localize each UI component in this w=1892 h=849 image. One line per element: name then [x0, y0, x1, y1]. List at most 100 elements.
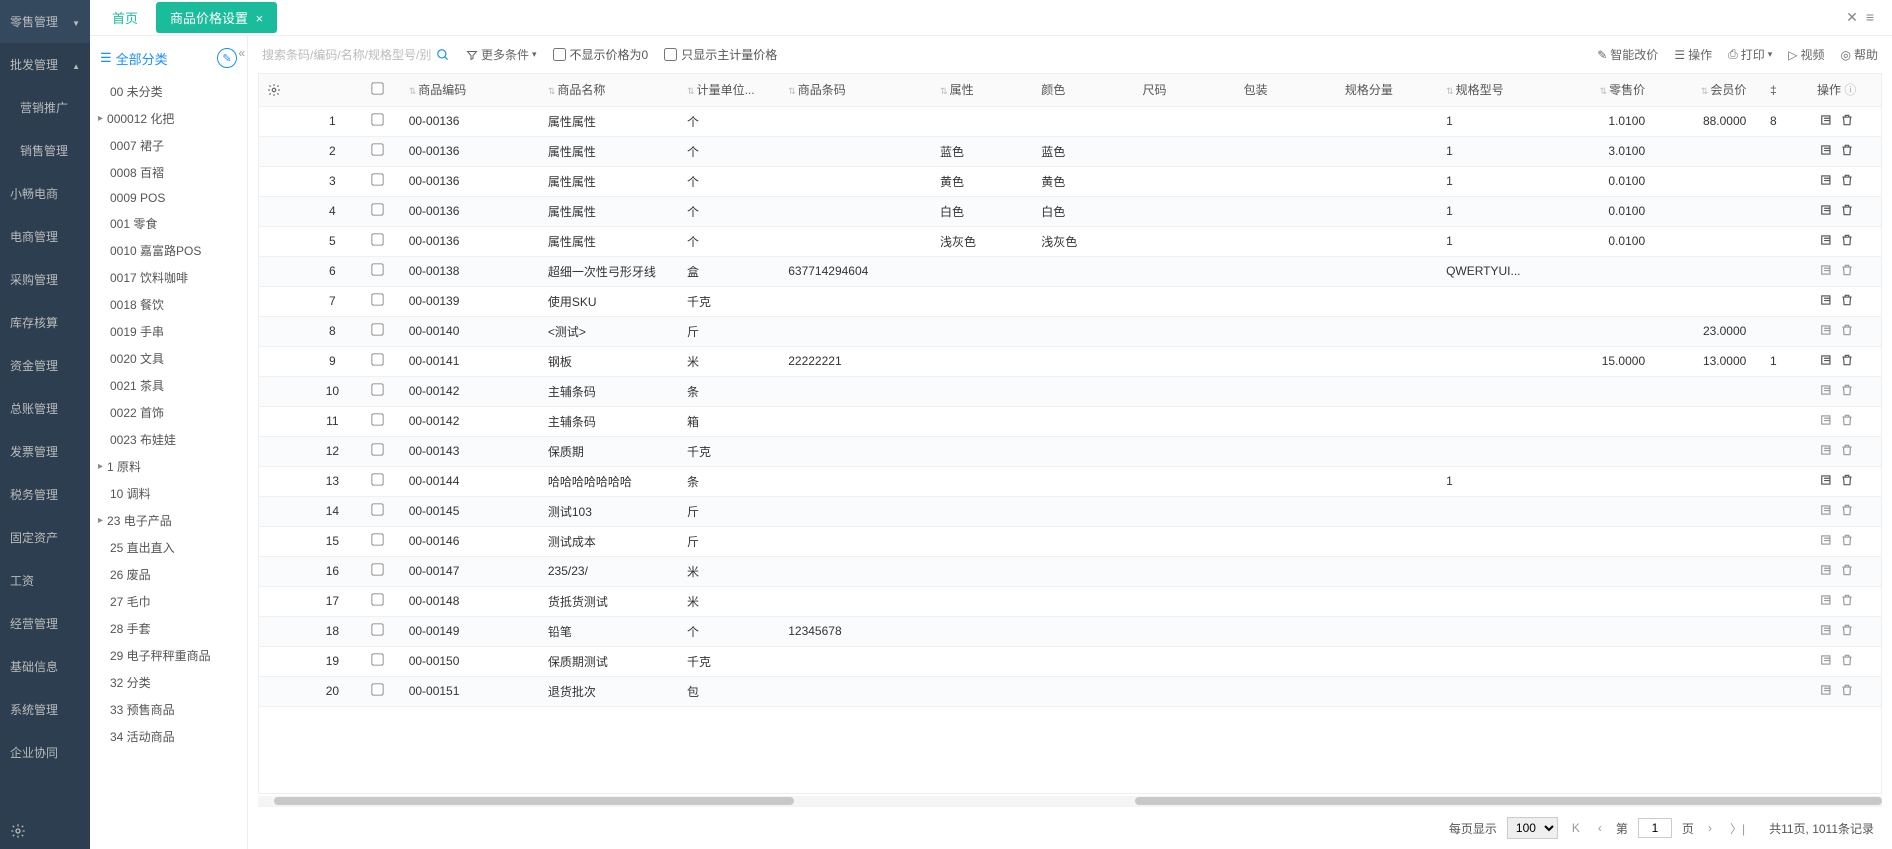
- sidebar-item[interactable]: 系统管理: [0, 688, 90, 731]
- row-checkbox[interactable]: [372, 473, 384, 485]
- row-checkbox[interactable]: [372, 533, 384, 545]
- row-checkbox[interactable]: [372, 293, 384, 305]
- tree-node[interactable]: 0022 首饰: [94, 399, 243, 426]
- tree-node[interactable]: 26 废品: [94, 561, 243, 588]
- tree-node[interactable]: 0007 裙子: [94, 132, 243, 159]
- row-checkbox[interactable]: [372, 683, 384, 695]
- prev-page-button[interactable]: ‹: [1594, 821, 1606, 835]
- row-checkbox[interactable]: [372, 443, 384, 455]
- first-page-button[interactable]: K: [1568, 821, 1584, 835]
- sidebar-item[interactable]: 采购管理: [0, 258, 90, 301]
- column-color[interactable]: 颜色: [1033, 74, 1134, 106]
- tree-node[interactable]: 33 预售商品: [94, 696, 243, 723]
- sidebar-item[interactable]: 零售管理: [0, 0, 90, 43]
- video-button[interactable]: ▷ 视频: [1788, 46, 1824, 63]
- hide-zero-checkbox[interactable]: 不显示价格为0: [553, 46, 649, 63]
- delete-row-icon[interactable]: [1840, 203, 1854, 220]
- tree-node[interactable]: 29 电子秤秤重商品: [94, 642, 243, 669]
- delete-row-icon[interactable]: [1840, 143, 1854, 160]
- sidebar-item[interactable]: 库存核算: [0, 301, 90, 344]
- tree-node[interactable]: 0019 手串: [94, 318, 243, 345]
- ai-price-button[interactable]: ✎ 智能改价: [1597, 46, 1658, 63]
- tree-node[interactable]: 10 调料: [94, 480, 243, 507]
- edit-row-icon[interactable]: [1820, 353, 1834, 370]
- row-checkbox[interactable]: [372, 563, 384, 575]
- tree-node[interactable]: 27 毛巾: [94, 588, 243, 615]
- row-checkbox[interactable]: [372, 413, 384, 425]
- horizontal-scrollbar[interactable]: [258, 796, 1882, 806]
- row-checkbox[interactable]: [372, 353, 384, 365]
- row-checkbox[interactable]: [372, 323, 384, 335]
- row-checkbox[interactable]: [372, 233, 384, 245]
- column-member[interactable]: ⇅会员价: [1653, 74, 1754, 106]
- row-checkbox[interactable]: [372, 503, 384, 515]
- next-page-button[interactable]: ›: [1704, 821, 1716, 835]
- more-conditions-link[interactable]: 更多条件 ▾: [466, 46, 537, 63]
- delete-row-icon[interactable]: [1840, 173, 1854, 190]
- tree-node[interactable]: 0009 POS: [94, 186, 243, 210]
- tab-home[interactable]: 首页: [98, 2, 152, 33]
- tree-header-label[interactable]: 全部分类: [116, 49, 168, 68]
- edit-row-icon[interactable]: [1820, 143, 1834, 160]
- column-attr[interactable]: ⇅属性: [932, 74, 1033, 106]
- column-pack[interactable]: 包装: [1236, 74, 1337, 106]
- tree-node[interactable]: 001 零食: [94, 210, 243, 237]
- tree-node[interactable]: 25 直出直入: [94, 534, 243, 561]
- search-input[interactable]: [262, 48, 432, 62]
- row-checkbox[interactable]: [372, 143, 384, 155]
- tree-node[interactable]: 0021 茶具: [94, 372, 243, 399]
- row-checkbox[interactable]: [372, 173, 384, 185]
- scrollbar-thumb[interactable]: [274, 797, 794, 805]
- tree-node[interactable]: 1 原料: [94, 453, 243, 480]
- edit-row-icon[interactable]: [1820, 293, 1834, 310]
- sidebar-item[interactable]: 工资: [0, 559, 90, 602]
- operate-button[interactable]: ☰ 操作: [1674, 46, 1712, 63]
- tab-product-price-settings[interactable]: 商品价格设置 ×: [156, 2, 277, 33]
- info-icon[interactable]: ⓘ: [1844, 83, 1856, 97]
- sidebar-item[interactable]: 发票管理: [0, 430, 90, 473]
- column-settings[interactable]: [259, 74, 310, 106]
- delete-row-icon[interactable]: [1840, 113, 1854, 130]
- column-code[interactable]: ⇅商品编码: [401, 74, 540, 106]
- delete-row-icon[interactable]: [1840, 353, 1854, 370]
- tree-node[interactable]: 0020 文具: [94, 345, 243, 372]
- tree-node[interactable]: 32 分类: [94, 669, 243, 696]
- column-spec[interactable]: ⇅规格型号: [1438, 74, 1552, 106]
- pencil-icon[interactable]: ✎: [217, 48, 237, 68]
- sidebar-item[interactable]: 经营管理: [0, 602, 90, 645]
- tree-node[interactable]: 28 手套: [94, 615, 243, 642]
- delete-row-icon[interactable]: [1840, 293, 1854, 310]
- sidebar-item[interactable]: 销售管理: [0, 129, 90, 172]
- row-checkbox[interactable]: [372, 653, 384, 665]
- sidebar-item[interactable]: 税务管理: [0, 473, 90, 516]
- column-retail[interactable]: ⇅零售价: [1552, 74, 1653, 106]
- tree-node[interactable]: 0017 饮料咖啡: [94, 264, 243, 291]
- sidebar-item[interactable]: 总账管理: [0, 387, 90, 430]
- column-unit[interactable]: ⇅计量单位...: [679, 74, 780, 106]
- edit-row-icon[interactable]: [1820, 203, 1834, 220]
- sidebar-item[interactable]: 企业协同: [0, 731, 90, 774]
- page-input[interactable]: [1638, 818, 1672, 838]
- row-checkbox[interactable]: [372, 203, 384, 215]
- edit-row-icon[interactable]: [1820, 113, 1834, 130]
- sidebar-settings[interactable]: [0, 813, 90, 849]
- row-checkbox[interactable]: [372, 593, 384, 605]
- sidebar-item[interactable]: 批发管理: [0, 43, 90, 86]
- tree-node[interactable]: 0008 百褶: [94, 159, 243, 186]
- column-barcode[interactable]: ⇅商品条码: [780, 74, 932, 106]
- tree-node[interactable]: 0010 嘉富路POS: [94, 237, 243, 264]
- sidebar-item[interactable]: 固定资产: [0, 516, 90, 559]
- print-button[interactable]: ⎙ 打印 ▾: [1728, 46, 1772, 63]
- row-checkbox[interactable]: [372, 263, 384, 275]
- last-page-button[interactable]: 〉|: [1726, 820, 1749, 837]
- search-icon[interactable]: [436, 48, 450, 62]
- sidebar-item[interactable]: 营销推广: [0, 86, 90, 129]
- close-icon[interactable]: ×: [256, 11, 264, 26]
- tree-node[interactable]: 0018 餐饮: [94, 291, 243, 318]
- sidebar-item[interactable]: 基础信息: [0, 645, 90, 688]
- row-checkbox[interactable]: [372, 623, 384, 635]
- delete-row-icon[interactable]: [1840, 233, 1854, 250]
- tree-node[interactable]: 00 未分类: [94, 78, 243, 105]
- tree-node[interactable]: 23 电子产品: [94, 507, 243, 534]
- row-checkbox[interactable]: [372, 383, 384, 395]
